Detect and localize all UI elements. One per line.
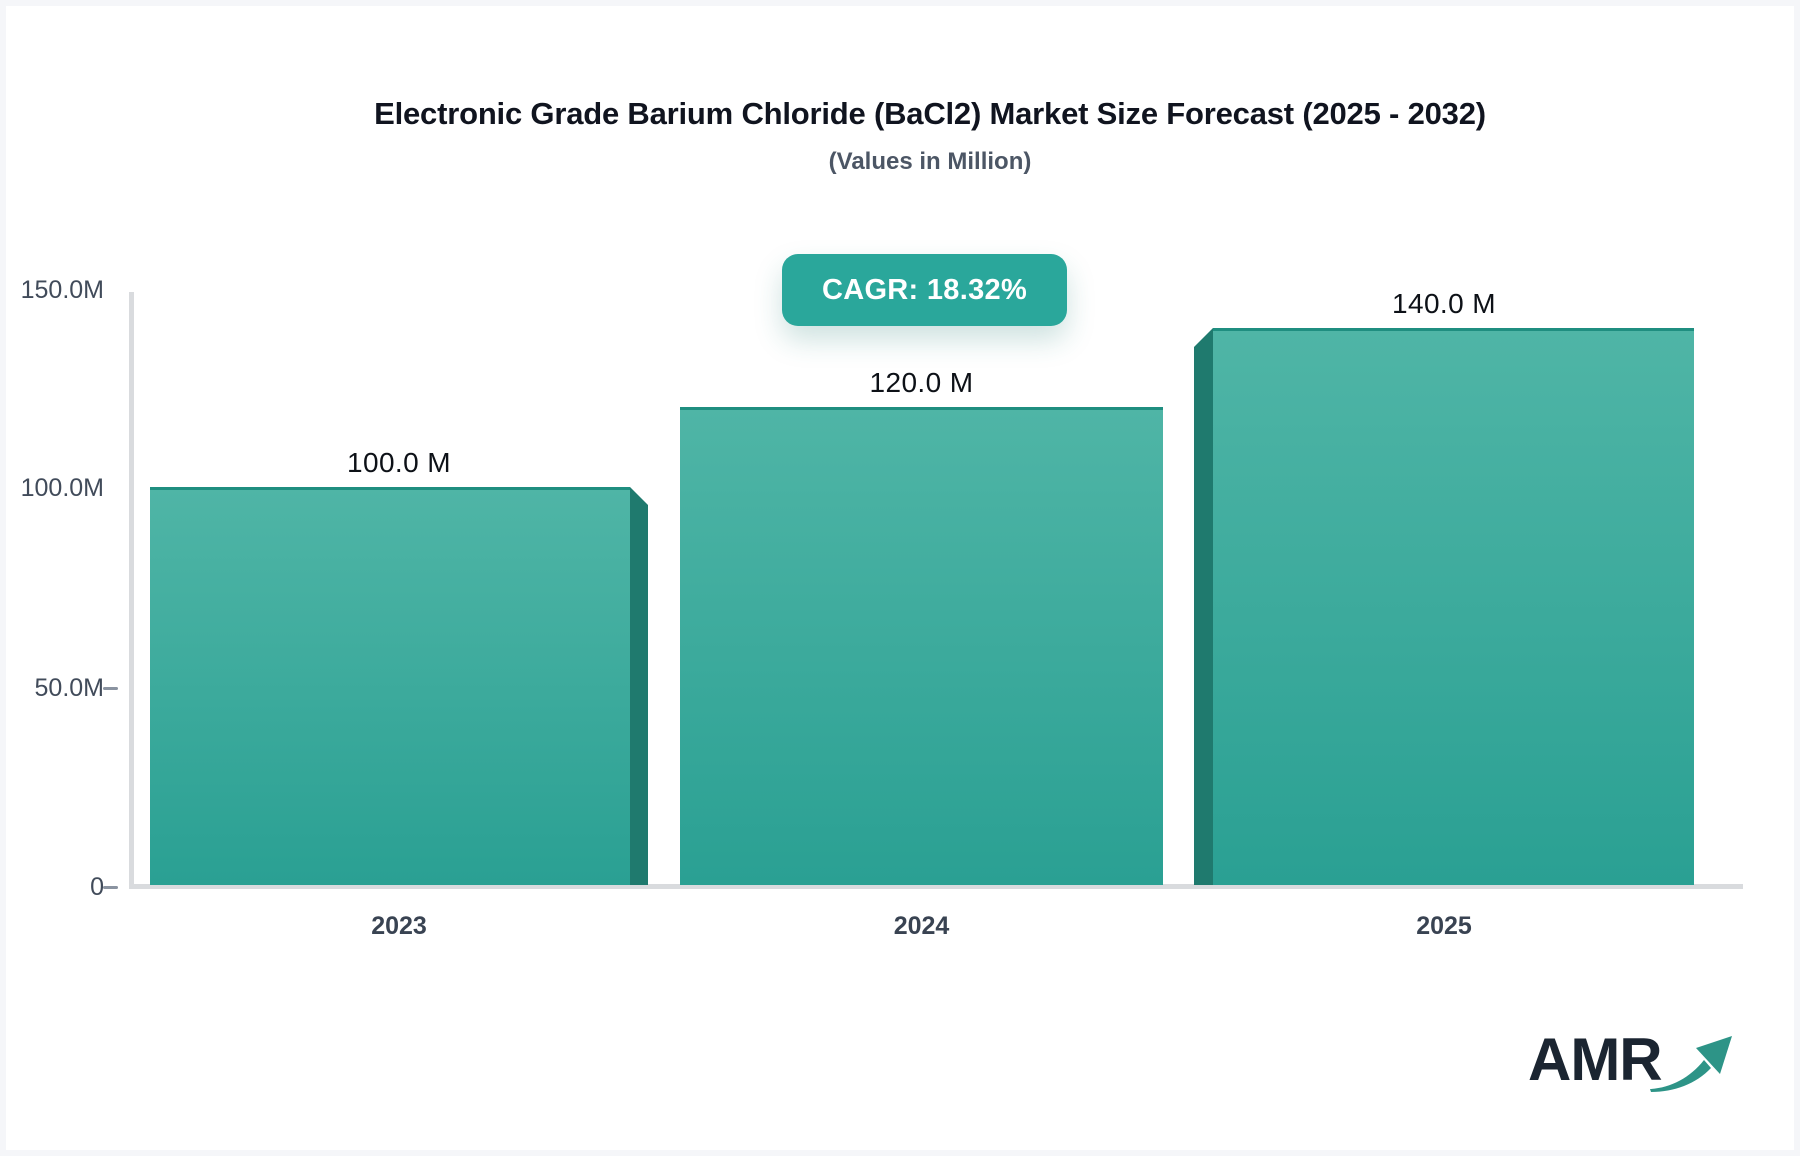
y-tick-mark-0 [103,886,118,889]
x-axis-label-2024: 2024 [893,912,950,940]
y-tick-label-50: 50.0M [34,674,104,702]
growth-arrow-icon [1650,1036,1732,1092]
chart-title: Electronic Grade Barium Chloride (BaCl2)… [374,96,1486,131]
bar-2025: 140.0 M 2025 [1194,288,1694,940]
bar-2023: 100.0 M 2023 [150,447,648,940]
bar-3d-side [630,487,648,885]
bar-value-label: 140.0 M [1392,288,1496,319]
y-tick-label-0: 0 [90,873,104,901]
bar-face [150,487,630,885]
chart-subtitle: (Values in Million) [828,148,1032,175]
bar-3d-side [1194,328,1213,885]
y-tick-label-100: 100.0M [20,474,104,502]
bar-value-label: 120.0 M [869,367,974,398]
bar-face [1213,328,1694,885]
x-axis-label-2023: 2023 [371,912,427,940]
amr-logo-text: AMR [1528,1026,1663,1093]
x-axis-baseline [129,884,1743,889]
cagr-badge: CAGR: 18.32% [782,254,1067,326]
y-tick-label-150: 150.0M [20,276,104,304]
x-axis-label-2025: 2025 [1416,912,1472,940]
amr-logo: AMR [1528,1026,1732,1110]
bar-2024: 120.0 M 2024 [680,367,1163,940]
cagr-badge-label: CAGR: 18.32% [821,273,1028,306]
y-axis-line [129,292,134,889]
y-tick-mark-50 [103,687,118,690]
bar-value-label: 100.0 M [347,447,451,478]
bar-face [680,407,1163,885]
